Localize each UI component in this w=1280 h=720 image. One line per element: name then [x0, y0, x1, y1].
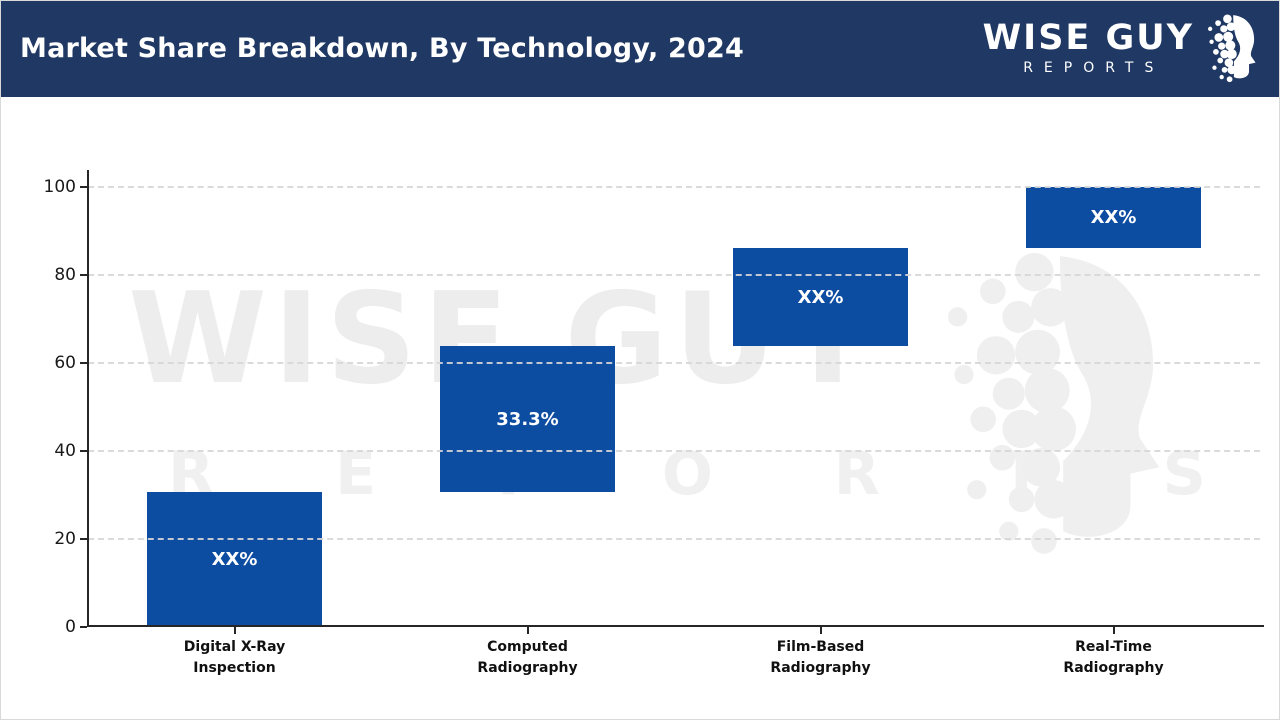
x-tick-mark-2 — [526, 627, 529, 634]
y-tick-mark-20 — [80, 538, 87, 540]
chart-canvas: WISE GUY R E P O R T S 0 20 40 60 80 100 XX% 3… — [0, 97, 1280, 720]
y-axis-line — [87, 170, 89, 627]
plot-area: XX% 33.3% XX% XX% — [88, 186, 1260, 627]
y-tick-label-80: 80 — [54, 265, 76, 285]
wiseguy-logo: WISE GUY REPORTS — [983, 8, 1262, 90]
y-tick-label-0: 0 — [65, 617, 76, 637]
y-tick-label-100: 100 — [43, 177, 76, 197]
gridline-y-100 — [88, 186, 1260, 188]
x-tick-mark-4 — [1112, 627, 1115, 634]
y-tick-label-60: 60 — [54, 353, 76, 373]
bar-value-label: XX% — [797, 286, 844, 308]
logo-line1: WISE GUY — [982, 18, 1194, 58]
gridline-y-20 — [88, 538, 1260, 540]
x-category-label-4: Real-Time Radiography — [1063, 639, 1164, 676]
header-bar: Market Share Breakdown, By Technology, 2… — [0, 0, 1280, 97]
chart-title: Market Share Breakdown, By Technology, 2… — [20, 33, 745, 64]
gridline-y-60 — [88, 362, 1260, 364]
gridline-y-80 — [88, 274, 1260, 276]
wiseguy-logo-text: WISE GUY REPORTS — [982, 18, 1194, 77]
bar-value-label: XX% — [1090, 207, 1137, 229]
y-axis-labels: 0 20 40 60 80 100 — [0, 177, 76, 637]
x-category-label-3: Film-Based Radiography — [770, 639, 871, 676]
bar-value-label: XX% — [211, 549, 258, 571]
gridline-y-40 — [88, 450, 1260, 452]
logo-line2: REPORTS — [1023, 60, 1165, 76]
wiseguy-face-icon — [1208, 13, 1256, 82]
bar-value-label: 33.3% — [496, 408, 559, 430]
y-tick-mark-100 — [80, 186, 87, 188]
y-tick-mark-40 — [80, 450, 87, 452]
bar-4-real-time-radiography: XX% — [1025, 187, 1202, 249]
x-axis-line — [87, 625, 1264, 627]
bar-1-digital-x-ray-inspection: XX% — [146, 492, 323, 627]
y-tick-mark-0 — [80, 626, 87, 628]
x-category-label-2: Computed Radiography — [477, 639, 578, 676]
y-tick-label-20: 20 — [54, 529, 76, 549]
x-category-label-1: Digital X-Ray Inspection — [183, 639, 286, 676]
y-tick-mark-60 — [80, 362, 87, 364]
x-tick-mark-3 — [819, 627, 822, 634]
y-tick-mark-80 — [80, 274, 87, 276]
x-tick-mark-1 — [233, 627, 236, 634]
bar-3-film-based-radiography: XX% — [732, 248, 909, 346]
y-tick-label-40: 40 — [54, 441, 76, 461]
watermark-face-icon — [948, 252, 1160, 554]
bar-2-computed-radiography: 33.3% — [439, 345, 616, 493]
